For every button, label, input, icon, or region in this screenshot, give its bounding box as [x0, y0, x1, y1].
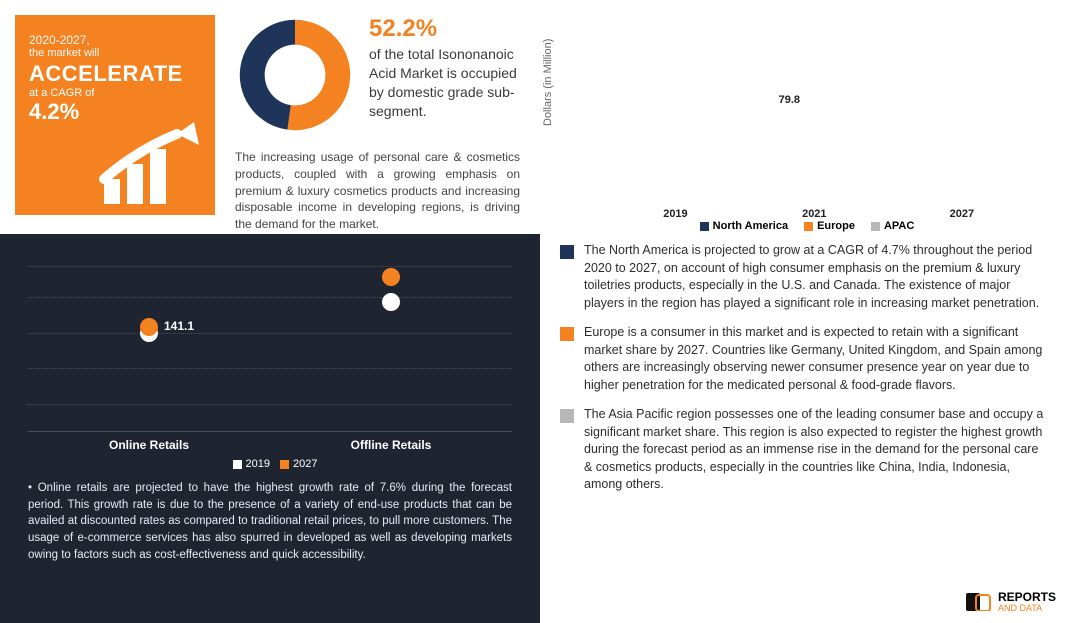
- region-swatch: [560, 327, 574, 341]
- donut-chart: [235, 15, 355, 135]
- region-bar-chart: Dollars (in Million) 79.8 201920212027: [560, 20, 1050, 220]
- region-swatch: [560, 409, 574, 423]
- x-label-online: Online Retails: [28, 438, 270, 452]
- donut-description: of the total Isononanoic Acid Market is …: [369, 45, 520, 121]
- region-note: Europe is a consumer in this market and …: [560, 324, 1050, 394]
- legend-label: 2027: [293, 458, 317, 470]
- dot-chart-legend: 2019 2027: [28, 458, 512, 470]
- region-note: The North America is projected to grow a…: [560, 242, 1050, 312]
- legend-swatch: [871, 222, 880, 231]
- region-notes: The North America is projected to grow a…: [560, 242, 1050, 506]
- y-axis-label: Dollars (in Million): [542, 39, 554, 126]
- bar-value-label: 79.8: [779, 94, 800, 106]
- dot-value-label: 141.1: [164, 319, 194, 333]
- legend-swatch: [280, 460, 289, 469]
- legend-label: North America: [713, 220, 788, 232]
- dot-marker: [382, 268, 400, 286]
- period-text: 2020-2027,: [29, 33, 201, 47]
- region-text: The Asia Pacific region possesses one of…: [584, 406, 1050, 494]
- region-text: Europe is a consumer in this market and …: [584, 324, 1050, 394]
- market-driver-paragraph: The increasing usage of personal care & …: [235, 149, 520, 233]
- region-text: The North America is projected to grow a…: [584, 242, 1050, 312]
- logo-text-1: REPORTS: [998, 590, 1056, 604]
- dot-chart-x-axis: Online Retails Offline Retails: [28, 438, 512, 452]
- legend-label: 2019: [246, 458, 270, 470]
- logo-icon: [966, 593, 992, 611]
- reports-and-data-logo: REPORTS AND DATA: [966, 590, 1056, 613]
- x-label-offline: Offline Retails: [270, 438, 512, 452]
- accelerate-card: 2020-2027, the market will ACCELERATE at…: [15, 15, 215, 215]
- logo-text-2: AND DATA: [998, 604, 1056, 613]
- bar-x-label: 2027: [950, 208, 974, 220]
- legend-label: Europe: [817, 220, 855, 232]
- cagr-label: at a CAGR of: [29, 87, 201, 99]
- region-swatch: [560, 245, 574, 259]
- period-sub: the market will: [29, 47, 201, 59]
- legend-label: APAC: [884, 220, 914, 232]
- donut-zone: 52.2% of the total Isononanoic Acid Mark…: [215, 0, 540, 230]
- dark-panel: 141.1 Online Retails Offline Retails 201…: [0, 234, 540, 623]
- top-row: 2020-2027, the market will ACCELERATE at…: [0, 0, 540, 230]
- legend-swatch: [700, 222, 709, 231]
- right-column: Dollars (in Million) 79.8 2019 2021 2027 N…: [540, 0, 1080, 623]
- accelerate-heading: ACCELERATE: [29, 61, 201, 87]
- growth-arrow-icon: [99, 119, 209, 209]
- bar-chart-legend: North America Europe APAC: [560, 220, 1050, 232]
- left-column: 2020-2027, the market will ACCELERATE at…: [0, 0, 540, 623]
- legend-swatch: [804, 222, 813, 231]
- bar-x-label: 2021: [802, 208, 826, 220]
- donut-percent: 52.2%: [369, 15, 520, 43]
- bar-x-label: 2019: [663, 208, 687, 220]
- dot-marker: [382, 293, 400, 311]
- legend-swatch: [233, 460, 242, 469]
- region-note: The Asia Pacific region possesses one of…: [560, 406, 1050, 494]
- retail-dot-chart: 141.1: [28, 252, 512, 432]
- retail-paragraph: Online retails are projected to have the…: [28, 480, 512, 563]
